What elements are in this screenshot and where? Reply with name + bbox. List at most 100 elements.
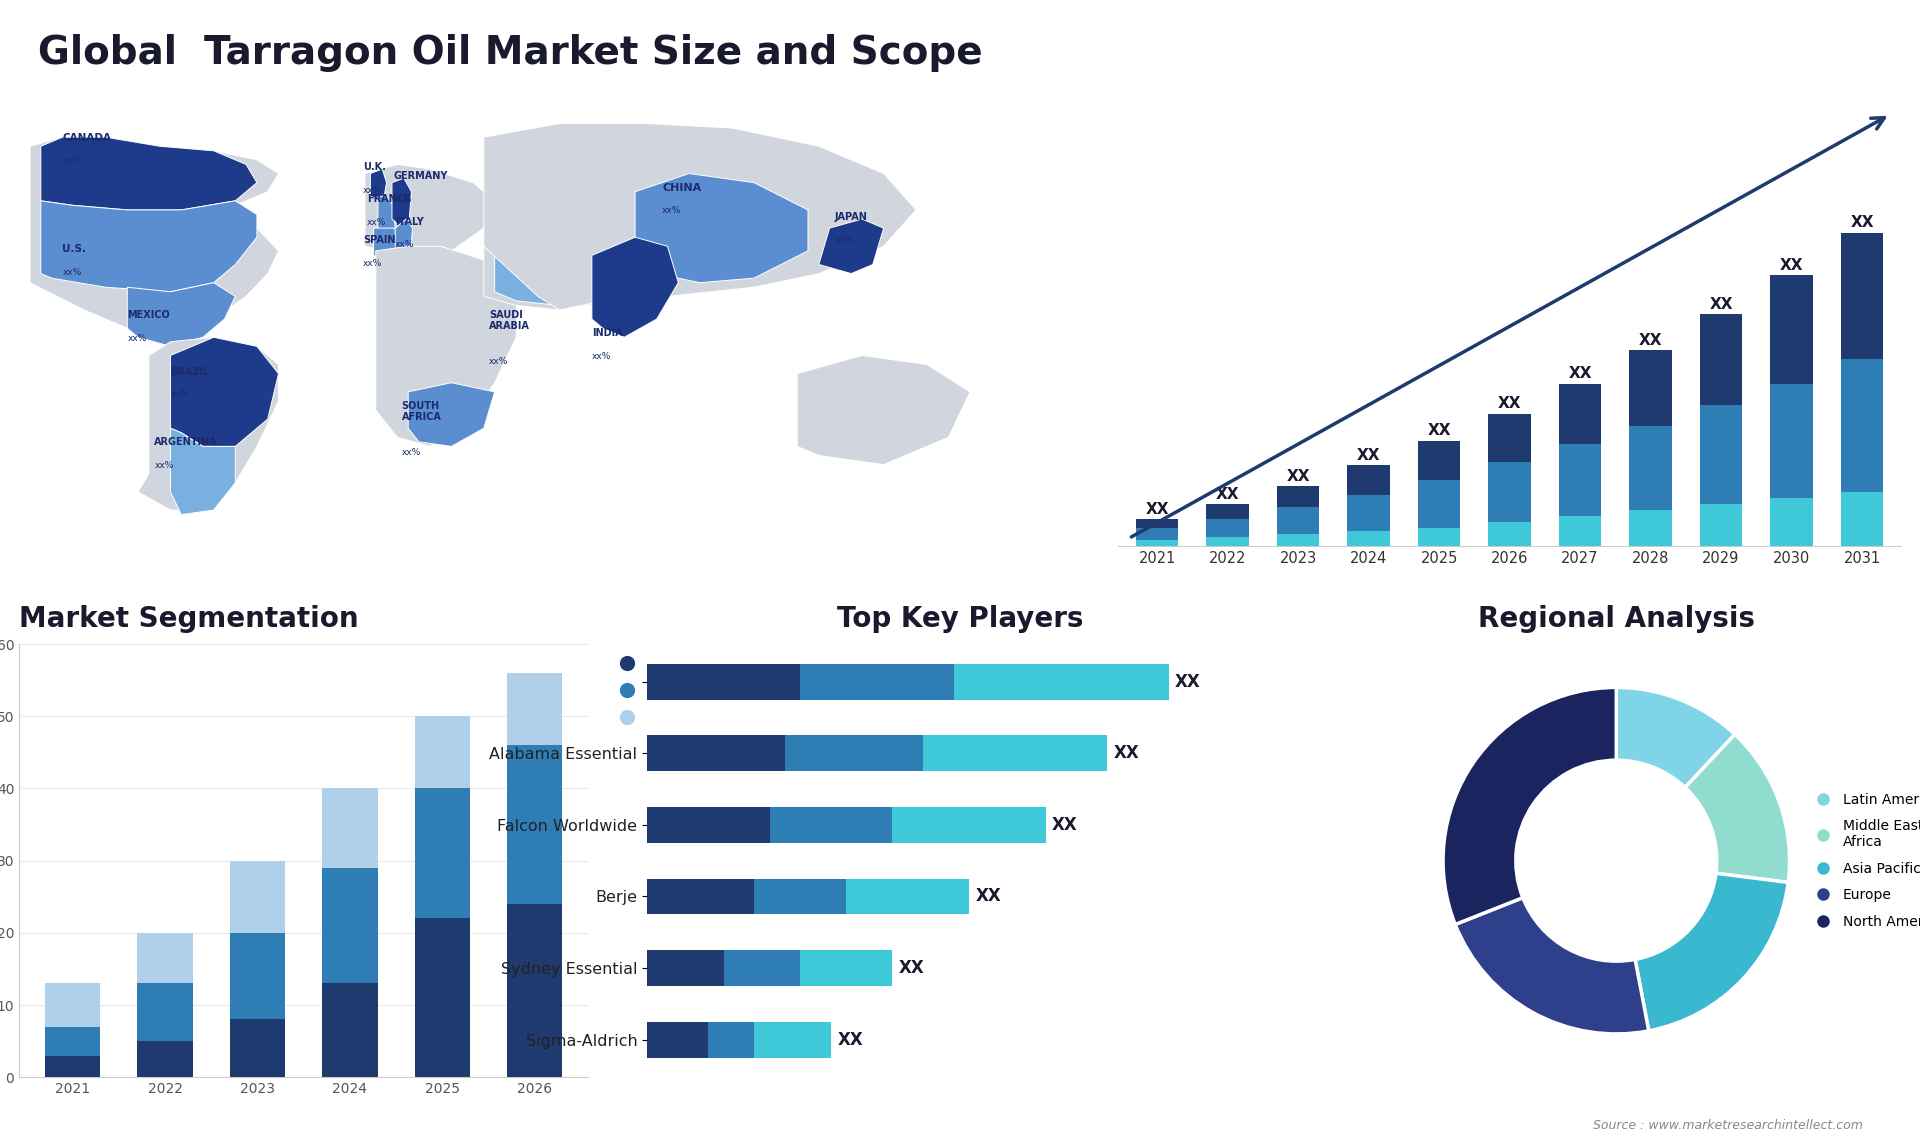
- Text: XX: XX: [1569, 367, 1592, 382]
- Wedge shape: [1617, 688, 1736, 787]
- Text: XX: XX: [1357, 448, 1380, 463]
- Wedge shape: [1636, 873, 1788, 1031]
- Polygon shape: [371, 168, 386, 201]
- Legend: Application, Product, Geography: Application, Product, Geography: [607, 652, 739, 730]
- Bar: [1419, 480, 1461, 528]
- Polygon shape: [392, 178, 411, 228]
- Text: XX: XX: [1175, 673, 1200, 691]
- Text: xx%: xx%: [662, 206, 682, 215]
- Bar: [893, 807, 1046, 842]
- Bar: [755, 879, 847, 915]
- Text: ITALY: ITALY: [396, 217, 424, 227]
- Bar: [1206, 537, 1248, 547]
- Bar: [44, 983, 100, 1027]
- Text: xx%: xx%: [171, 391, 190, 400]
- Bar: [954, 664, 1169, 699]
- Bar: [415, 918, 470, 1077]
- Text: SPAIN: SPAIN: [363, 235, 396, 245]
- Bar: [415, 788, 470, 918]
- Text: xx%: xx%: [591, 352, 611, 361]
- Bar: [415, 716, 470, 788]
- Text: XX: XX: [1851, 215, 1874, 230]
- Bar: [1348, 495, 1390, 532]
- Text: xx%: xx%: [401, 448, 420, 457]
- Bar: [1559, 384, 1601, 444]
- Polygon shape: [171, 337, 278, 447]
- Text: xx%: xx%: [367, 218, 386, 227]
- Text: CHINA: CHINA: [662, 182, 701, 193]
- Bar: [323, 983, 378, 1077]
- Text: U.K.: U.K.: [363, 163, 386, 172]
- Bar: [323, 868, 378, 983]
- Bar: [1488, 462, 1530, 523]
- Bar: [1348, 532, 1390, 547]
- Text: XX: XX: [1114, 744, 1139, 762]
- Bar: [1559, 517, 1601, 547]
- Text: FRANCE: FRANCE: [367, 194, 411, 204]
- Text: ARGENTINA: ARGENTINA: [154, 438, 217, 447]
- Text: MEXICO: MEXICO: [127, 309, 171, 320]
- Bar: [924, 736, 1108, 771]
- Bar: [1630, 351, 1672, 426]
- Text: XX: XX: [1780, 258, 1803, 273]
- Bar: [1137, 541, 1179, 547]
- Polygon shape: [591, 237, 678, 337]
- Polygon shape: [40, 201, 257, 292]
- Text: BRAZIL: BRAZIL: [171, 367, 209, 377]
- Text: XX: XX: [975, 887, 1000, 905]
- Bar: [1630, 426, 1672, 510]
- Text: JAPAN: JAPAN: [835, 212, 868, 222]
- Polygon shape: [409, 383, 495, 447]
- Bar: [1559, 444, 1601, 517]
- Wedge shape: [1686, 735, 1789, 882]
- Bar: [1419, 528, 1461, 547]
- Text: xx%: xx%: [835, 236, 854, 245]
- Polygon shape: [818, 219, 883, 274]
- Bar: [230, 933, 286, 1020]
- Bar: [1488, 414, 1530, 462]
- Text: XX: XX: [1146, 502, 1169, 517]
- Text: Market Segmentation: Market Segmentation: [19, 605, 359, 634]
- Bar: [1488, 523, 1530, 547]
- Bar: [755, 1022, 831, 1058]
- Text: GERMANY: GERMANY: [394, 171, 447, 181]
- Bar: [44, 1027, 100, 1055]
- Text: XX: XX: [1286, 469, 1309, 484]
- Bar: [785, 736, 924, 771]
- Text: xx%: xx%: [63, 156, 83, 165]
- Bar: [1206, 504, 1248, 519]
- Polygon shape: [376, 246, 516, 447]
- Text: xx%: xx%: [63, 268, 83, 276]
- Text: XX: XX: [1498, 397, 1521, 411]
- Bar: [44, 1055, 100, 1077]
- Polygon shape: [484, 124, 916, 309]
- Bar: [1630, 510, 1672, 547]
- Text: XX: XX: [1427, 424, 1452, 439]
- Text: SOUTH
AFRICA: SOUTH AFRICA: [401, 401, 442, 422]
- Text: xx%: xx%: [363, 259, 382, 267]
- Bar: [230, 861, 286, 933]
- Bar: [1841, 492, 1884, 547]
- Polygon shape: [374, 228, 397, 260]
- Text: xx%: xx%: [396, 241, 415, 250]
- Text: xx%: xx%: [127, 333, 146, 343]
- Text: XX: XX: [1215, 487, 1240, 502]
- Bar: [1277, 508, 1319, 534]
- Bar: [1137, 519, 1179, 528]
- Bar: [507, 673, 563, 745]
- Text: xx%: xx%: [394, 195, 413, 204]
- Polygon shape: [378, 196, 396, 237]
- Bar: [1699, 504, 1741, 547]
- Title: Top Key Players: Top Key Players: [837, 605, 1083, 634]
- Bar: [1841, 233, 1884, 360]
- Legend: Latin America, Middle East &
Africa, Asia Pacific, Europe, North America: Latin America, Middle East & Africa, Asi…: [1805, 788, 1920, 933]
- Bar: [507, 904, 563, 1077]
- Bar: [138, 933, 192, 983]
- Polygon shape: [495, 251, 603, 306]
- Bar: [647, 736, 785, 771]
- Bar: [770, 807, 893, 842]
- Bar: [647, 807, 770, 842]
- Bar: [801, 950, 893, 986]
- Bar: [138, 983, 192, 1042]
- Polygon shape: [365, 164, 495, 256]
